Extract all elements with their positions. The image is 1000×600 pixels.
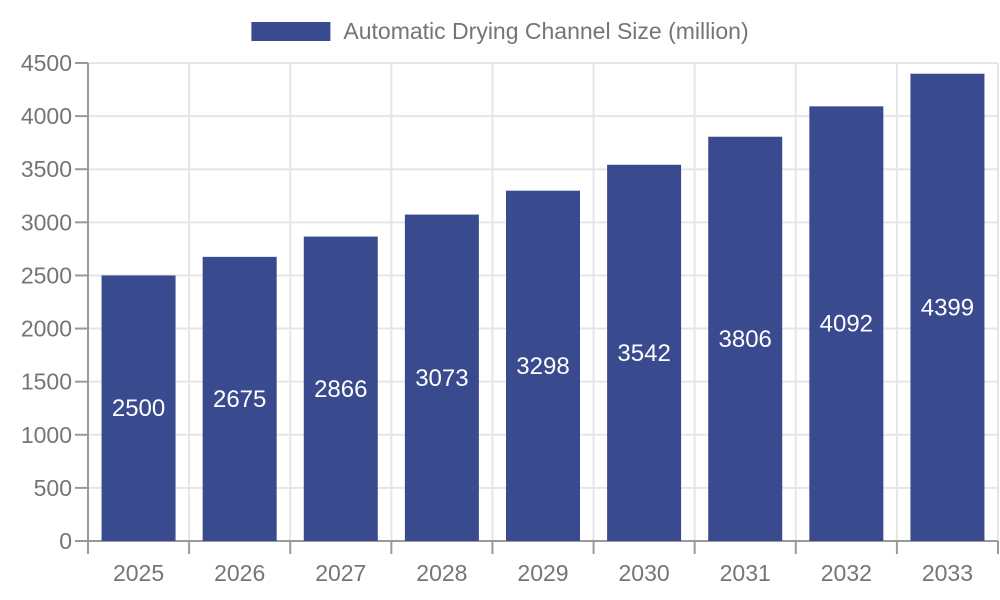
bar-2025[interactable] xyxy=(101,275,176,541)
bar-2032[interactable] xyxy=(809,106,884,541)
legend-item[interactable]: Automatic Drying Channel Size (million) xyxy=(251,17,749,45)
y-tick-label: 1000 xyxy=(21,422,72,448)
x-tick-label: 2031 xyxy=(720,560,771,586)
bar-value-label: 4092 xyxy=(820,311,873,338)
x-tick-label: 2025 xyxy=(113,560,164,586)
x-tick-label: 2033 xyxy=(922,560,973,586)
x-tick-label: 2030 xyxy=(619,560,670,586)
y-tick-label: 4000 xyxy=(21,103,72,129)
legend-label: Automatic Drying Channel Size (million) xyxy=(343,18,749,44)
y-tick-label: 2500 xyxy=(21,262,72,288)
bar-value-label: 3542 xyxy=(617,340,670,367)
x-tick-label: 2027 xyxy=(315,560,366,586)
bar-2026[interactable] xyxy=(202,256,277,541)
x-tick-label: 2028 xyxy=(416,560,467,586)
x-tick-label: 2026 xyxy=(214,560,265,586)
bar-value-label: 2675 xyxy=(213,386,266,413)
bar-value-label: 3073 xyxy=(415,365,468,392)
y-tick-label: 0 xyxy=(59,528,72,554)
bar-2033[interactable] xyxy=(910,73,985,541)
y-tick-label: 2000 xyxy=(21,316,72,342)
bar-value-label: 3806 xyxy=(719,326,772,353)
bar-value-label: 3298 xyxy=(516,353,569,380)
y-tick-label: 1500 xyxy=(21,369,72,395)
x-tick-label: 2032 xyxy=(821,560,872,586)
bar-2029[interactable] xyxy=(506,190,580,541)
y-tick-label: 4500 xyxy=(21,50,72,76)
x-tick-label: 2029 xyxy=(517,560,568,586)
y-tick-label: 500 xyxy=(34,475,72,501)
y-tick-label: 3000 xyxy=(21,209,72,235)
bar-value-label: 2500 xyxy=(112,395,165,422)
bar-value-label: 2866 xyxy=(314,376,367,403)
bar-2028[interactable] xyxy=(404,214,479,542)
legend-swatch xyxy=(251,21,331,41)
bar-2027[interactable] xyxy=(303,236,378,541)
bar-2030[interactable] xyxy=(607,164,682,541)
bar-value-label: 4399 xyxy=(921,294,974,321)
bar-2031[interactable] xyxy=(708,136,783,542)
y-tick-label: 3500 xyxy=(21,156,72,182)
